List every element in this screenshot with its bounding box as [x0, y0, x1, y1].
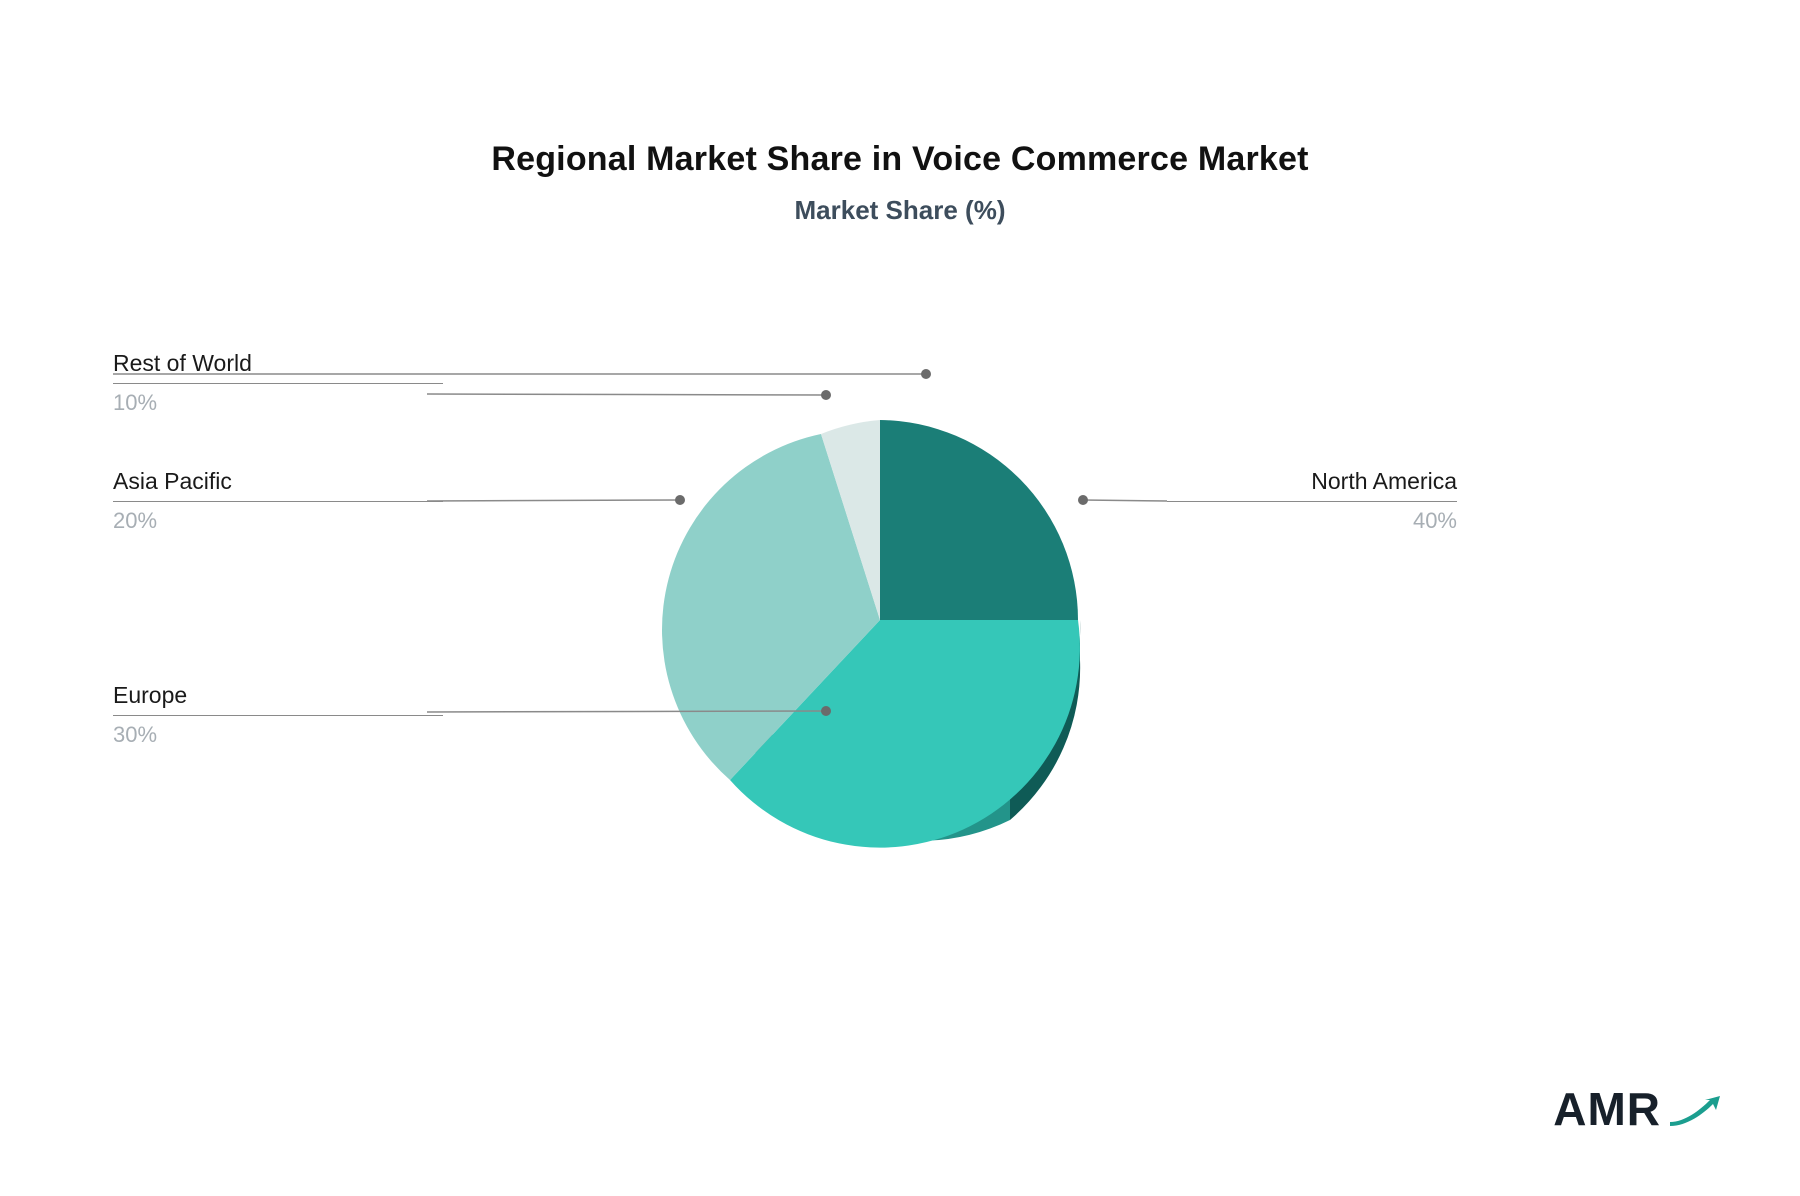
amr-logo-text: AMR	[1553, 1082, 1661, 1136]
amr-arrow-icon	[1665, 1090, 1725, 1130]
label-north-america-pct: 40%	[1167, 508, 1457, 534]
label-rest-of-world-pct: 10%	[113, 390, 443, 416]
label-europe-pct: 30%	[113, 722, 443, 748]
label-asia-pacific: Asia Pacific 20%	[113, 468, 443, 534]
chart-title: Regional Market Share in Voice Commerce …	[0, 140, 1800, 179]
pie-chart	[580, 330, 1230, 930]
chart-subtitle: Market Share (%)	[0, 195, 1800, 226]
pie-chart-svg	[580, 330, 1230, 930]
north-america-wedge	[880, 420, 1078, 620]
amr-logo: AMR	[1553, 1082, 1725, 1136]
label-rest-of-world: Rest of World 10%	[113, 350, 443, 416]
label-asia-pacific-pct: 20%	[113, 508, 443, 534]
label-north-america: North America 40%	[1167, 468, 1457, 534]
label-europe: Europe 30%	[113, 682, 443, 748]
label-north-america-name: North America	[1167, 468, 1457, 495]
label-europe-name: Europe	[113, 682, 443, 709]
label-rest-of-world-name: Rest of World	[113, 350, 443, 377]
label-asia-pacific-name: Asia Pacific	[113, 468, 443, 495]
